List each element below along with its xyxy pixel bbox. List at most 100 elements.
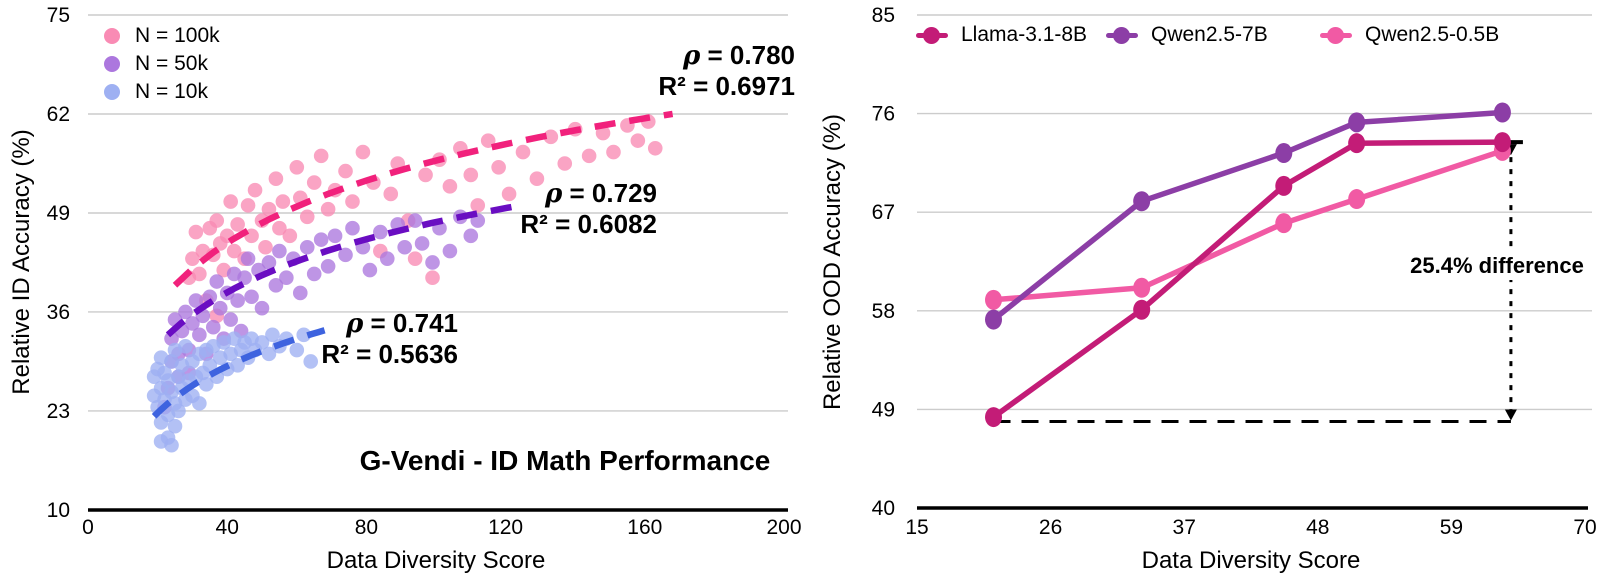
y-tick-label: 49: [872, 398, 895, 421]
scatter-point: [501, 186, 517, 202]
x-tick-label: 80: [355, 516, 378, 539]
x-tick-label: 15: [905, 516, 928, 539]
scatter-point: [320, 258, 336, 274]
scatter-point: [202, 357, 218, 373]
scatter-point: [383, 186, 399, 202]
scatter-point: [192, 396, 207, 411]
scatter-point: [279, 270, 294, 286]
scatter-point: [230, 357, 245, 373]
scatter-point: [244, 289, 259, 305]
r2-value: R² = 0.6971: [658, 71, 795, 101]
legend-item-n100k: N = 100k: [104, 24, 220, 47]
scatter-point: [362, 262, 378, 278]
scatter-point: [306, 266, 322, 282]
scatter-point: [282, 228, 298, 244]
scatter-point: [373, 224, 388, 240]
legend-label: Qwen2.5-0.5B: [1365, 23, 1500, 46]
scatter-point: [313, 148, 329, 164]
legend-label: Llama-3.1-8B: [961, 23, 1088, 46]
scatter-point: [254, 300, 270, 316]
x-tick-label: 200: [766, 516, 801, 539]
data-point: [1133, 191, 1151, 212]
scatter-point: [442, 179, 458, 194]
data-point: [1133, 277, 1151, 298]
scatter-point: [397, 239, 412, 255]
x-tick-label: 0: [82, 516, 94, 539]
scatter-point: [185, 251, 200, 266]
scatter-point: [543, 129, 559, 145]
data-point: [1493, 132, 1511, 153]
scatter-point: [292, 285, 308, 301]
data-point: [1348, 189, 1366, 210]
y-tick-label: 76: [872, 103, 895, 126]
scatter-point: [327, 228, 343, 244]
legend-label: N = 50k: [135, 52, 208, 75]
scatter-point: [470, 198, 486, 213]
scatter-point: [299, 239, 315, 255]
scatter-point: [185, 316, 200, 331]
right-y-axis-title: Relative OOD Accuracy (%): [819, 113, 846, 411]
scatter-point: [463, 228, 479, 244]
y-tick-label: 85: [872, 4, 895, 27]
scatter-point: [230, 217, 245, 232]
y-tick-label: 10: [47, 499, 70, 522]
trend-line: [151, 327, 326, 419]
scatter-point: [192, 266, 207, 282]
rho-value: = 0.741: [363, 308, 458, 338]
scatter-point: [463, 167, 479, 183]
left-legend: N = 100k N = 50k N = 10k: [104, 24, 220, 109]
purple-dot-icon: [104, 56, 120, 72]
difference-annotation: 25.4% difference: [1397, 252, 1597, 280]
scatter-point: [230, 293, 245, 308]
annotation-n50k-fit: ρ = 0.729 R² = 0.6082: [520, 178, 657, 239]
right-x-axis-title: Data Diversity Score: [1141, 547, 1361, 574]
scatter-point: [379, 251, 395, 266]
scatter-point: [407, 251, 423, 266]
scatter-point: [425, 270, 440, 286]
line-dot-marker-icon: [916, 26, 948, 44]
data-point: [985, 309, 1003, 330]
scatter-point: [275, 194, 291, 209]
y-tick-label: 36: [47, 301, 70, 324]
scatter-point: [303, 354, 319, 369]
scatter-point: [240, 251, 256, 266]
data-point: [1348, 133, 1366, 154]
y-tick-label: 75: [47, 4, 70, 27]
scatter-point: [261, 201, 277, 217]
annotation-n100k-fit: ρ = 0.780 R² = 0.6971: [658, 40, 795, 101]
data-point: [1275, 213, 1293, 234]
scatter-point: [247, 182, 263, 198]
data-point: [1133, 299, 1151, 320]
scatter-point: [491, 160, 506, 175]
scatter-point: [223, 194, 238, 209]
rho-value: = 0.729: [562, 178, 657, 208]
scatter-point: [606, 144, 621, 160]
y-tick-label: 40: [872, 497, 895, 520]
left-chart-plot: 0 40 80 120 160 200 10 23 36 49 62 75: [47, 4, 802, 539]
line-dot-marker-icon: [1106, 26, 1138, 44]
scatter-point: [272, 243, 287, 259]
legend-label: N = 100k: [135, 24, 220, 47]
scatter-point: [202, 289, 218, 305]
legend-label: Qwen2.5-7B: [1151, 23, 1268, 46]
scatter-point: [299, 209, 315, 225]
scatter-point: [188, 293, 204, 308]
x-tick-label: 37: [1173, 516, 1196, 539]
scatter-point: [261, 346, 277, 362]
scatter-point: [178, 304, 193, 320]
data-point: [985, 407, 1003, 428]
rho-symbol: ρ: [683, 41, 701, 71]
x-tick-label: 48: [1306, 516, 1329, 539]
data-point: [1275, 143, 1293, 164]
scatter-point: [355, 144, 371, 160]
scatter-point: [192, 327, 207, 343]
x-tick-label: 120: [488, 516, 523, 539]
scatter-point: [647, 140, 663, 156]
legend-item-qwen7b: Qwen2.5-7B: [1106, 23, 1268, 46]
scatter-point: [630, 133, 646, 148]
scatter-point: [226, 243, 242, 259]
scatter-point: [254, 335, 270, 350]
y-tick-label: 62: [47, 103, 70, 126]
